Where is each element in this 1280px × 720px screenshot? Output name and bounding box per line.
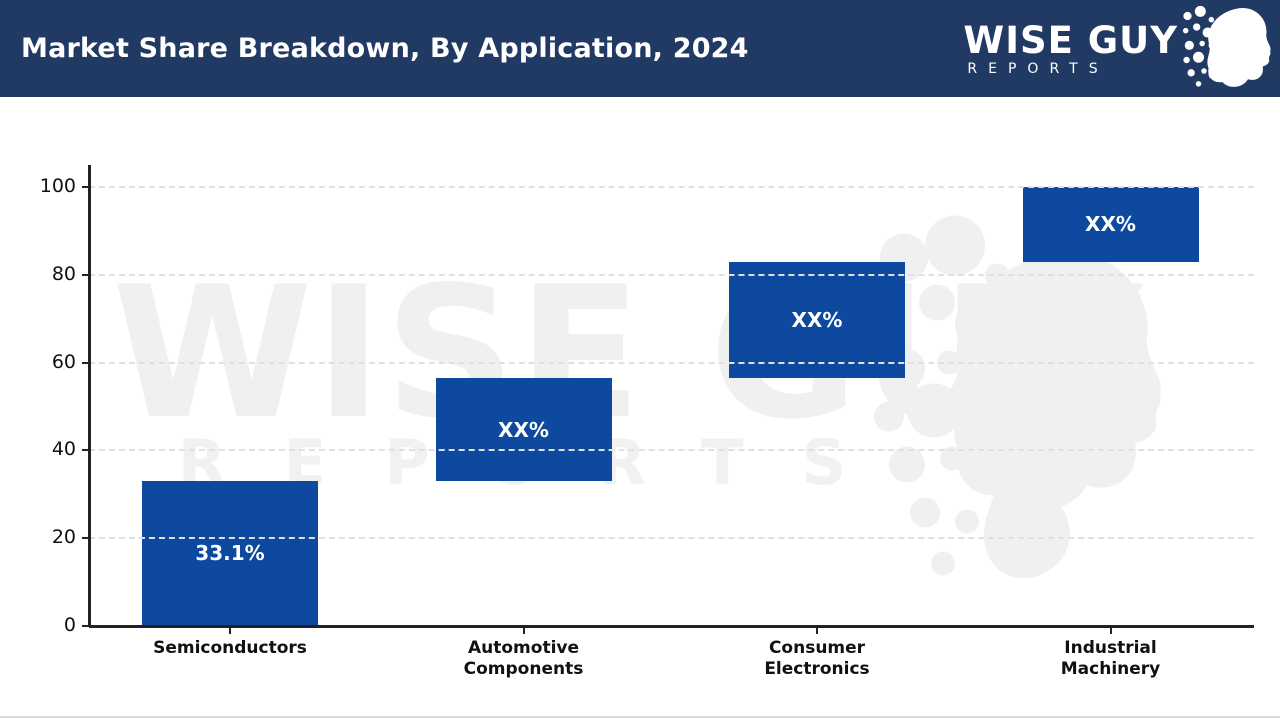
x-category-label: Industrial Machinery <box>1060 638 1161 679</box>
logo-subtext: REPORTS <box>967 60 1109 77</box>
page-title: Market Share Breakdown, By Application, … <box>21 33 749 64</box>
watermark-face-icon <box>874 215 1162 579</box>
y-gridline <box>89 361 1254 364</box>
bar-value-label: XX% <box>1085 212 1136 237</box>
wise-guy-logo: WISE GUY REPORTS <box>963 5 1272 93</box>
y-gridline <box>89 537 1254 540</box>
y-tick-label: 100 <box>39 175 76 197</box>
y-tick-mark <box>82 361 89 364</box>
y-tick-mark <box>82 449 89 452</box>
y-tick-mark <box>82 186 89 188</box>
x-category-label: Consumer Electronics <box>764 638 870 679</box>
x-category-label: Semiconductors <box>153 638 307 658</box>
y-tick-label: 0 <box>63 614 76 636</box>
x-axis-line <box>89 625 1254 628</box>
x-tick-mark <box>816 627 818 634</box>
bar-value-label: 33.1% <box>195 541 265 566</box>
bottom-border-line <box>0 716 1280 718</box>
x-tick-mark <box>229 627 231 634</box>
y-tick-mark <box>82 625 89 627</box>
y-gridline <box>89 273 1254 276</box>
y-gridline <box>89 186 1254 188</box>
x-category-label: Automotive Components <box>463 638 584 679</box>
logo-wordmark: WISE GUY <box>963 18 1178 62</box>
bar-segment <box>1022 187 1199 262</box>
y-tick-label: 80 <box>51 262 76 285</box>
x-tick-mark <box>522 627 525 634</box>
chart-area: WISE GUY REPORTS 02040608010033.1%Semico… <box>0 97 1280 717</box>
logo-text: WISE GUY REPORTS <box>963 22 1178 76</box>
header-banner: Market Share Breakdown, By Application, … <box>0 0 1280 97</box>
bar-segment <box>729 261 905 379</box>
logo-face-icon <box>1182 5 1271 87</box>
bar-segment <box>142 480 318 626</box>
bar-value-label: XX% <box>791 308 843 333</box>
y-tick-mark <box>82 273 89 276</box>
y-tick-label: 20 <box>51 526 76 549</box>
x-tick-mark <box>1109 627 1112 634</box>
y-tick-label: 60 <box>51 350 76 373</box>
bar-segment <box>435 378 612 481</box>
y-tick-mark <box>82 537 89 540</box>
y-tick-label: 40 <box>51 438 76 461</box>
bar-value-label: XX% <box>498 417 549 442</box>
y-gridline <box>89 449 1254 452</box>
y-axis-spine <box>88 165 91 627</box>
